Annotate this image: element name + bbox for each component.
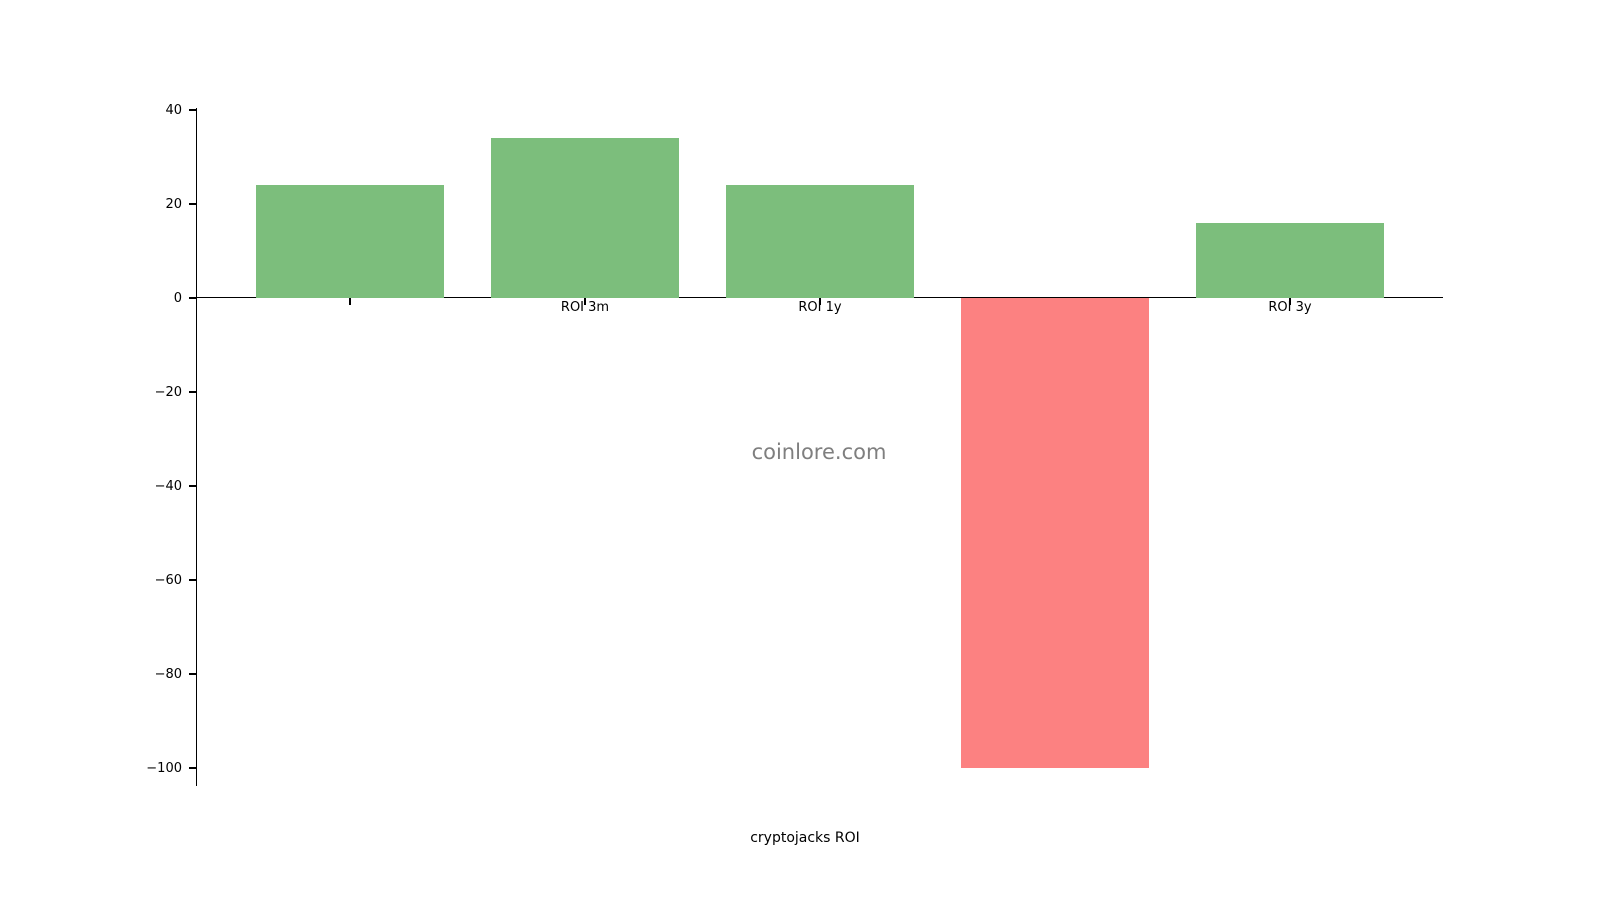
y-tick-mark [189, 485, 196, 487]
x-tick-label: ROI 3y [1268, 300, 1312, 315]
watermark-text: coinlore.com [751, 440, 887, 464]
y-tick-label: −20 [154, 384, 182, 400]
y-tick-mark [189, 203, 196, 205]
y-axis-spine [196, 108, 198, 786]
chart-title: cryptojacks ROI [750, 830, 860, 846]
y-tick-mark [189, 767, 196, 769]
x-tick-label: ROI 3m [560, 300, 610, 315]
y-tick-mark [189, 109, 196, 111]
bar-category-4 [961, 298, 1149, 768]
y-tick-label: −40 [154, 478, 182, 494]
y-tick-label: 0 [173, 290, 182, 306]
x-tick-mark [819, 298, 821, 305]
bar-roi-3y [1196, 222, 1384, 298]
y-tick-mark [189, 391, 196, 393]
y-tick-label: 20 [165, 196, 182, 212]
y-tick-mark [189, 297, 196, 299]
x-tick-label: ROI 1y [798, 300, 842, 315]
y-tick-mark [189, 673, 196, 675]
y-tick-label: 40 [165, 102, 182, 118]
x-tick-mark [1289, 298, 1291, 305]
y-tick-mark [189, 579, 196, 581]
y-tick-label: −60 [154, 572, 182, 588]
x-tick-mark [349, 298, 351, 305]
bar-category-1 [256, 185, 444, 298]
bar-roi-1y [726, 185, 914, 298]
bar-roi-3m [491, 138, 679, 298]
y-tick-label: −80 [154, 666, 182, 682]
y-tick-label: −100 [146, 760, 182, 776]
x-tick-mark [584, 298, 586, 305]
